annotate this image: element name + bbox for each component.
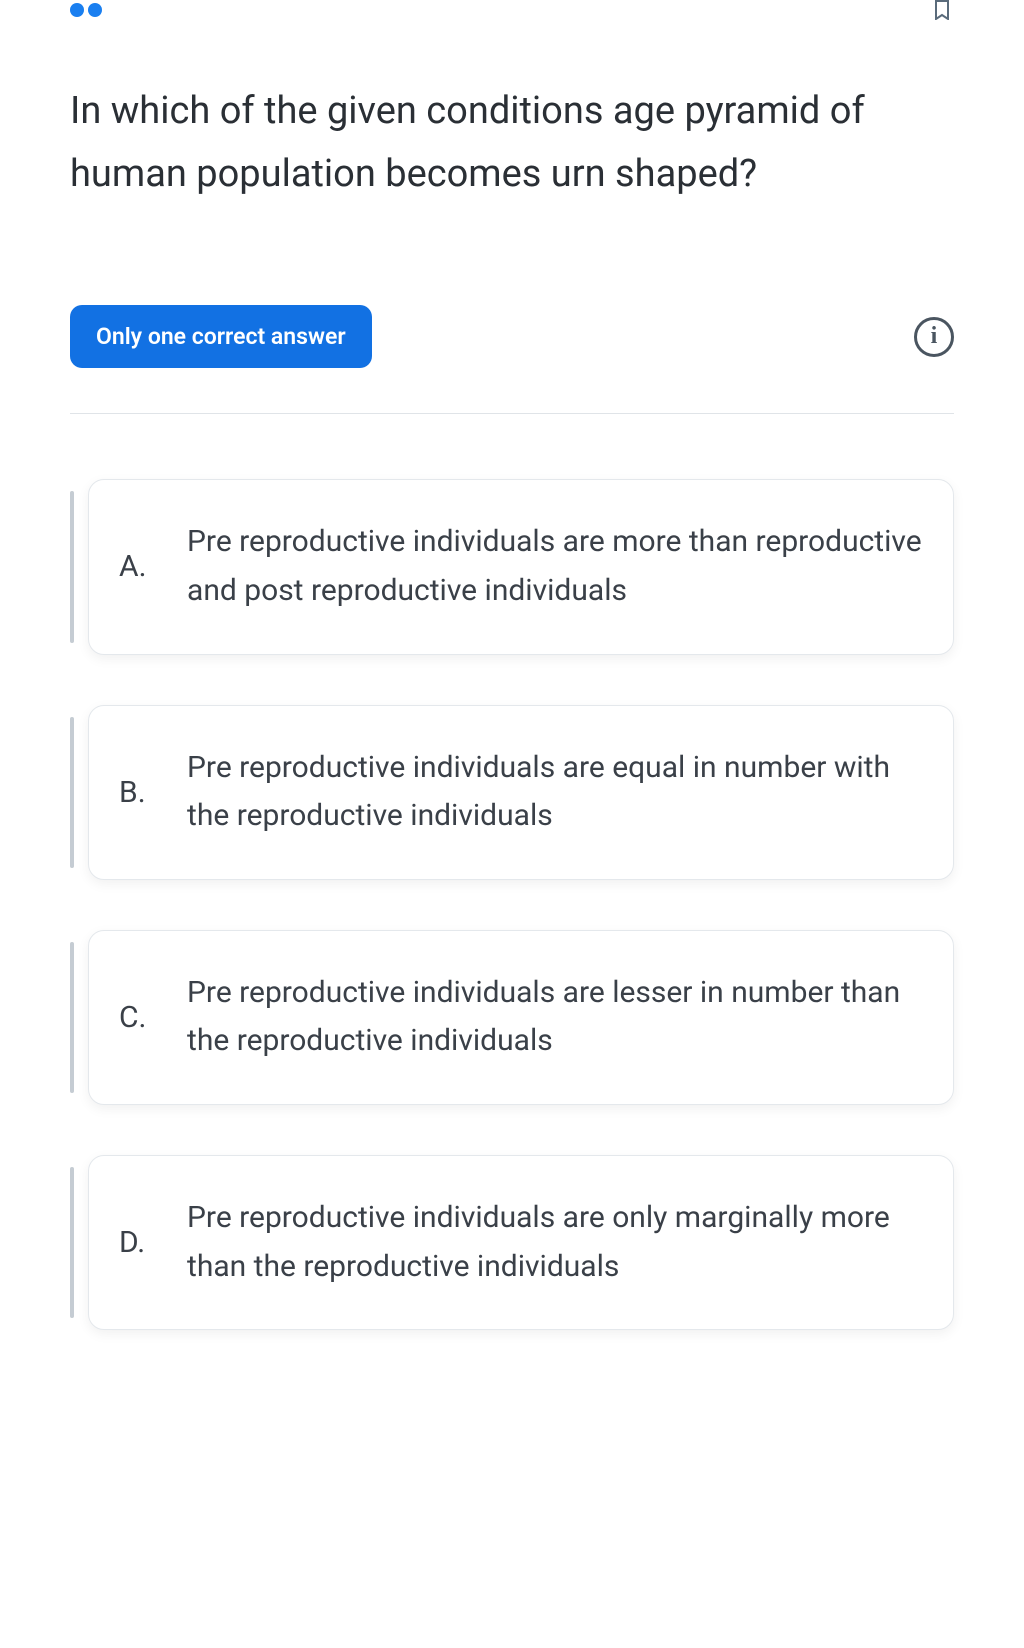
- option-text: Pre reproductive individuals are only ma…: [187, 1194, 923, 1291]
- dot-icon: [70, 3, 84, 17]
- option-tick: [70, 491, 74, 642]
- option-b[interactable]: B. Pre reproductive individuals are equa…: [88, 705, 954, 880]
- option-tick: [70, 1167, 74, 1318]
- option-tick: [70, 942, 74, 1093]
- option-wrapper: C. Pre reproductive individuals are less…: [70, 930, 954, 1105]
- dot-icon: [88, 3, 102, 17]
- options-container: A. Pre reproductive individuals are more…: [70, 479, 954, 1330]
- option-letter: A.: [119, 549, 159, 584]
- option-wrapper: B. Pre reproductive individuals are equa…: [70, 705, 954, 880]
- option-letter: D.: [119, 1225, 159, 1260]
- header-bar: [0, 0, 1024, 20]
- bookmark-icon[interactable]: [930, 0, 954, 20]
- header-right: [930, 0, 954, 20]
- option-text: Pre reproductive individuals are lesser …: [187, 969, 923, 1066]
- question-text: In which of the given conditions age pyr…: [70, 80, 954, 205]
- option-d[interactable]: D. Pre reproductive individuals are only…: [88, 1155, 954, 1330]
- option-text: Pre reproductive individuals are more th…: [187, 518, 923, 615]
- option-a[interactable]: A. Pre reproductive individuals are more…: [88, 479, 954, 654]
- answer-type-badge: Only one correct answer: [70, 305, 372, 368]
- content-area: In which of the given conditions age pyr…: [0, 20, 1024, 1370]
- option-c[interactable]: C. Pre reproductive individuals are less…: [88, 930, 954, 1105]
- badge-row: Only one correct answer i: [70, 305, 954, 368]
- option-letter: C.: [119, 1000, 159, 1035]
- info-glyph: i: [931, 323, 938, 350]
- option-wrapper: A. Pre reproductive individuals are more…: [70, 479, 954, 654]
- info-icon[interactable]: i: [914, 317, 954, 357]
- divider: [70, 413, 954, 414]
- option-wrapper: D. Pre reproductive individuals are only…: [70, 1155, 954, 1330]
- option-letter: B.: [119, 775, 159, 810]
- option-tick: [70, 717, 74, 868]
- header-left-dots: [70, 3, 102, 17]
- option-text: Pre reproductive individuals are equal i…: [187, 744, 923, 841]
